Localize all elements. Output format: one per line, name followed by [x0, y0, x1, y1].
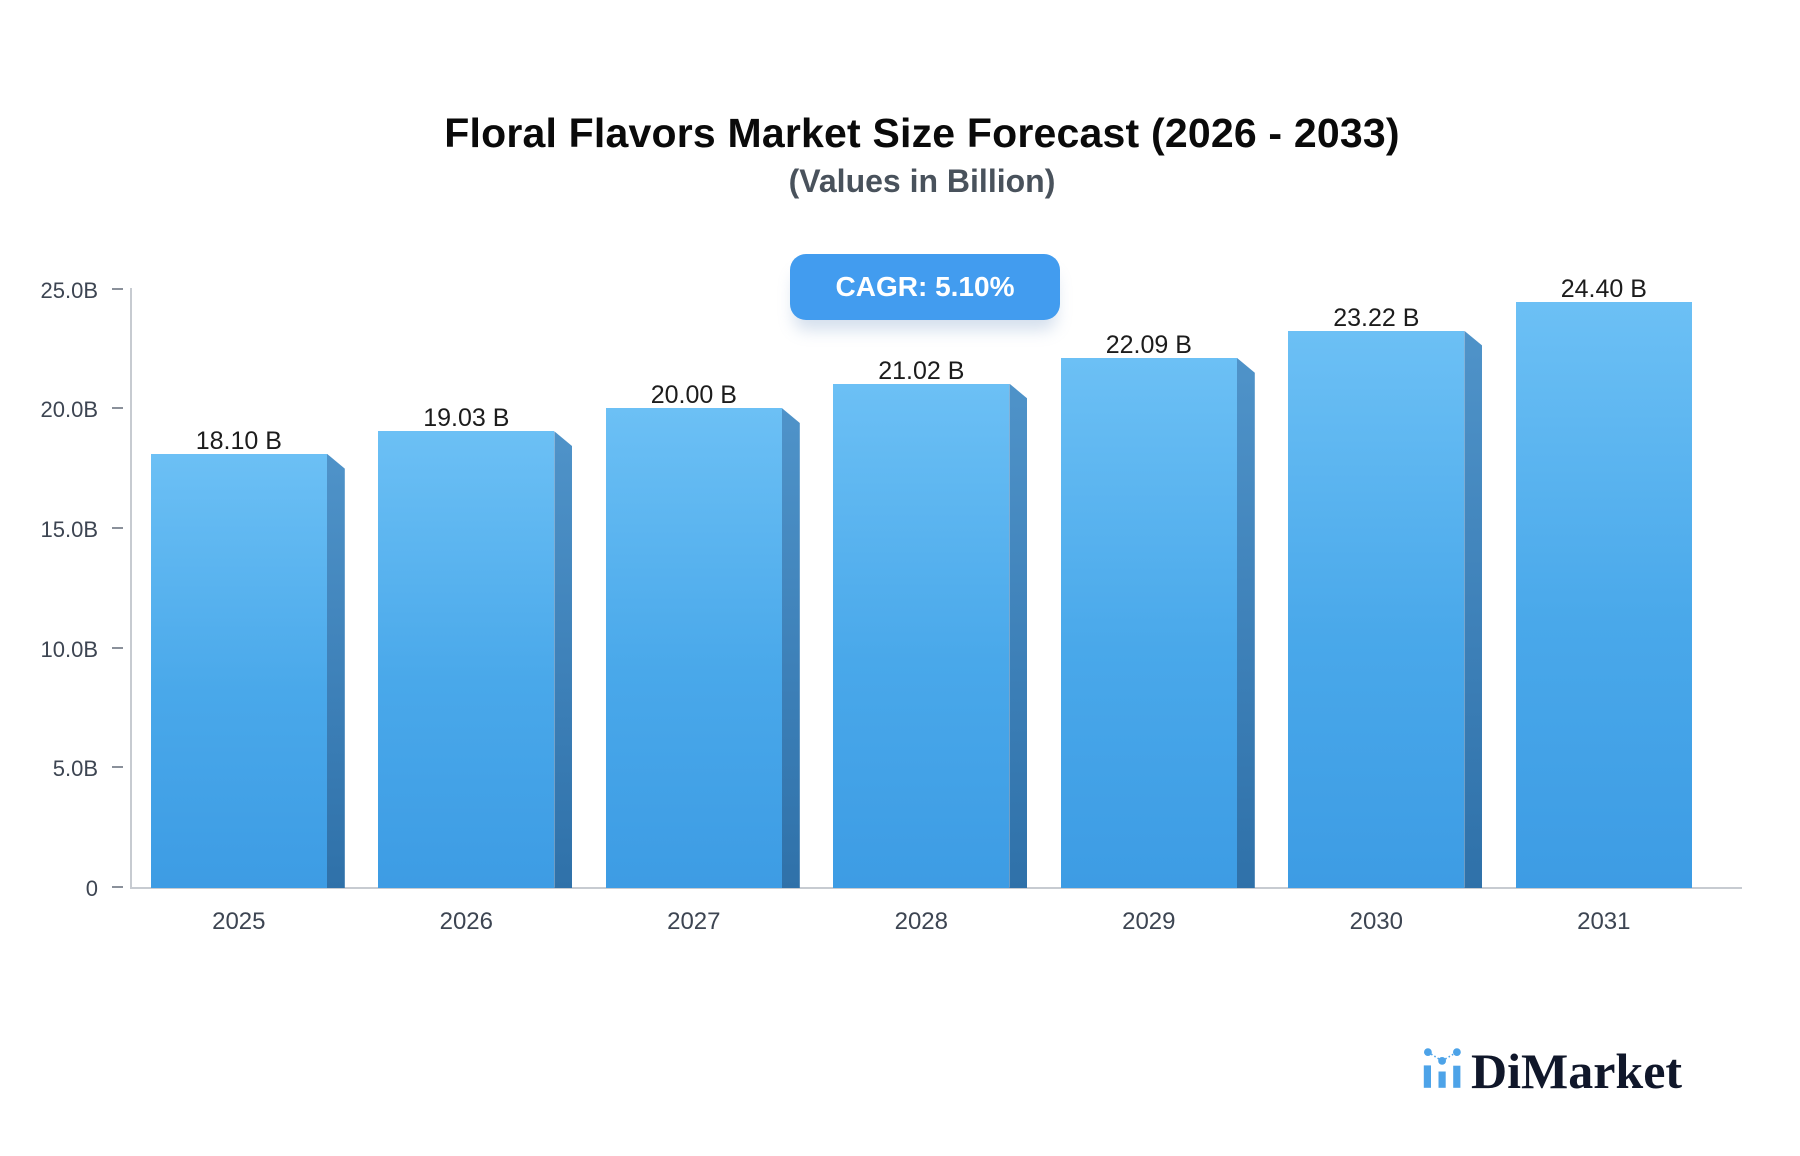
svg-text:DiMarket: DiMarket	[1471, 1043, 1682, 1099]
